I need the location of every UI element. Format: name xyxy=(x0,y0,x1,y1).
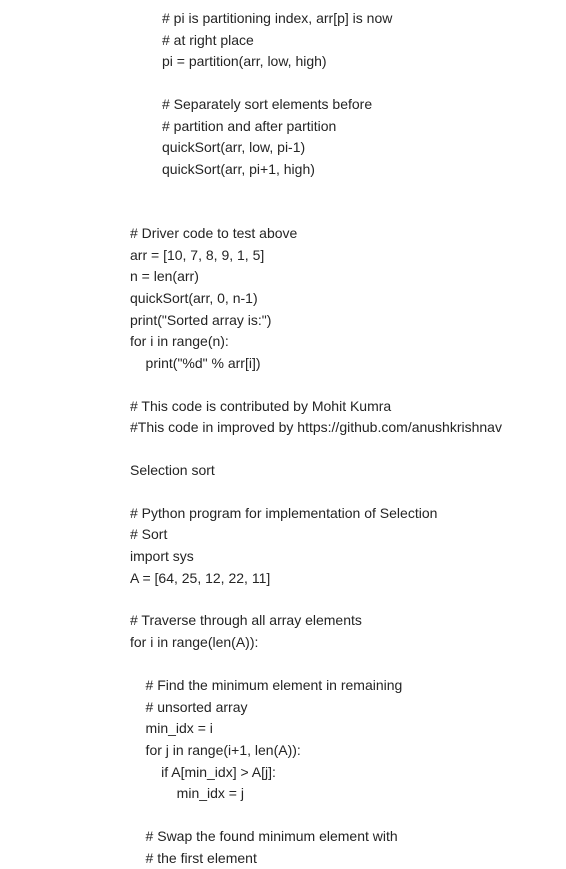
code-line xyxy=(130,805,566,826)
code-line: for i in range(len(A)): xyxy=(130,632,566,654)
code-line: n = len(arr) xyxy=(130,266,566,288)
code-line: # Swap the found minimum element with xyxy=(130,826,566,848)
code-line xyxy=(130,482,566,503)
code-line: if A[min_idx] > A[j]: xyxy=(130,762,566,784)
code-line: # at right place xyxy=(130,30,566,52)
code-line: # Driver code to test above xyxy=(130,223,566,245)
code-content: # pi is partitioning index, arr[p] is no… xyxy=(130,8,566,869)
code-line: arr = [10, 7, 8, 9, 1, 5] xyxy=(130,245,566,267)
code-line: import sys xyxy=(130,546,566,568)
code-line xyxy=(130,589,566,610)
code-line: quickSort(arr, low, pi-1) xyxy=(130,137,566,159)
code-line: # Python program for implementation of S… xyxy=(130,503,566,525)
code-line: Selection sort xyxy=(130,460,566,482)
code-line: quickSort(arr, 0, n-1) xyxy=(130,288,566,310)
code-line: # the first element xyxy=(130,848,566,869)
code-line xyxy=(130,375,566,396)
code-line xyxy=(130,181,566,202)
code-line: print("Sorted array is:") xyxy=(130,310,566,332)
code-line: # Sort xyxy=(130,524,566,546)
code-line: # partition and after partition xyxy=(130,116,566,138)
code-line: # Separately sort elements before xyxy=(130,94,566,116)
code-line: print("%d" % arr[i]) xyxy=(130,353,566,375)
code-line: quickSort(arr, pi+1, high) xyxy=(130,159,566,181)
code-line: # pi is partitioning index, arr[p] is no… xyxy=(130,8,566,30)
code-line: A = [64, 25, 12, 22, 11] xyxy=(130,568,566,590)
code-line: # This code is contributed by Mohit Kumr… xyxy=(130,396,566,418)
code-line xyxy=(130,654,566,675)
code-line xyxy=(130,439,566,460)
code-line: # Find the minimum element in remaining xyxy=(130,675,566,697)
code-line: min_idx = i xyxy=(130,718,566,740)
code-line: #This code in improved by https://github… xyxy=(130,417,566,439)
code-line: min_idx = j xyxy=(130,783,566,805)
code-line: for j in range(i+1, len(A)): xyxy=(130,740,566,762)
code-line: # Traverse through all array elements xyxy=(130,610,566,632)
code-line xyxy=(130,73,566,94)
code-line: # unsorted array xyxy=(130,697,566,719)
code-line xyxy=(130,202,566,223)
code-line: for i in range(n): xyxy=(130,331,566,353)
code-line: pi = partition(arr, low, high) xyxy=(130,51,566,73)
